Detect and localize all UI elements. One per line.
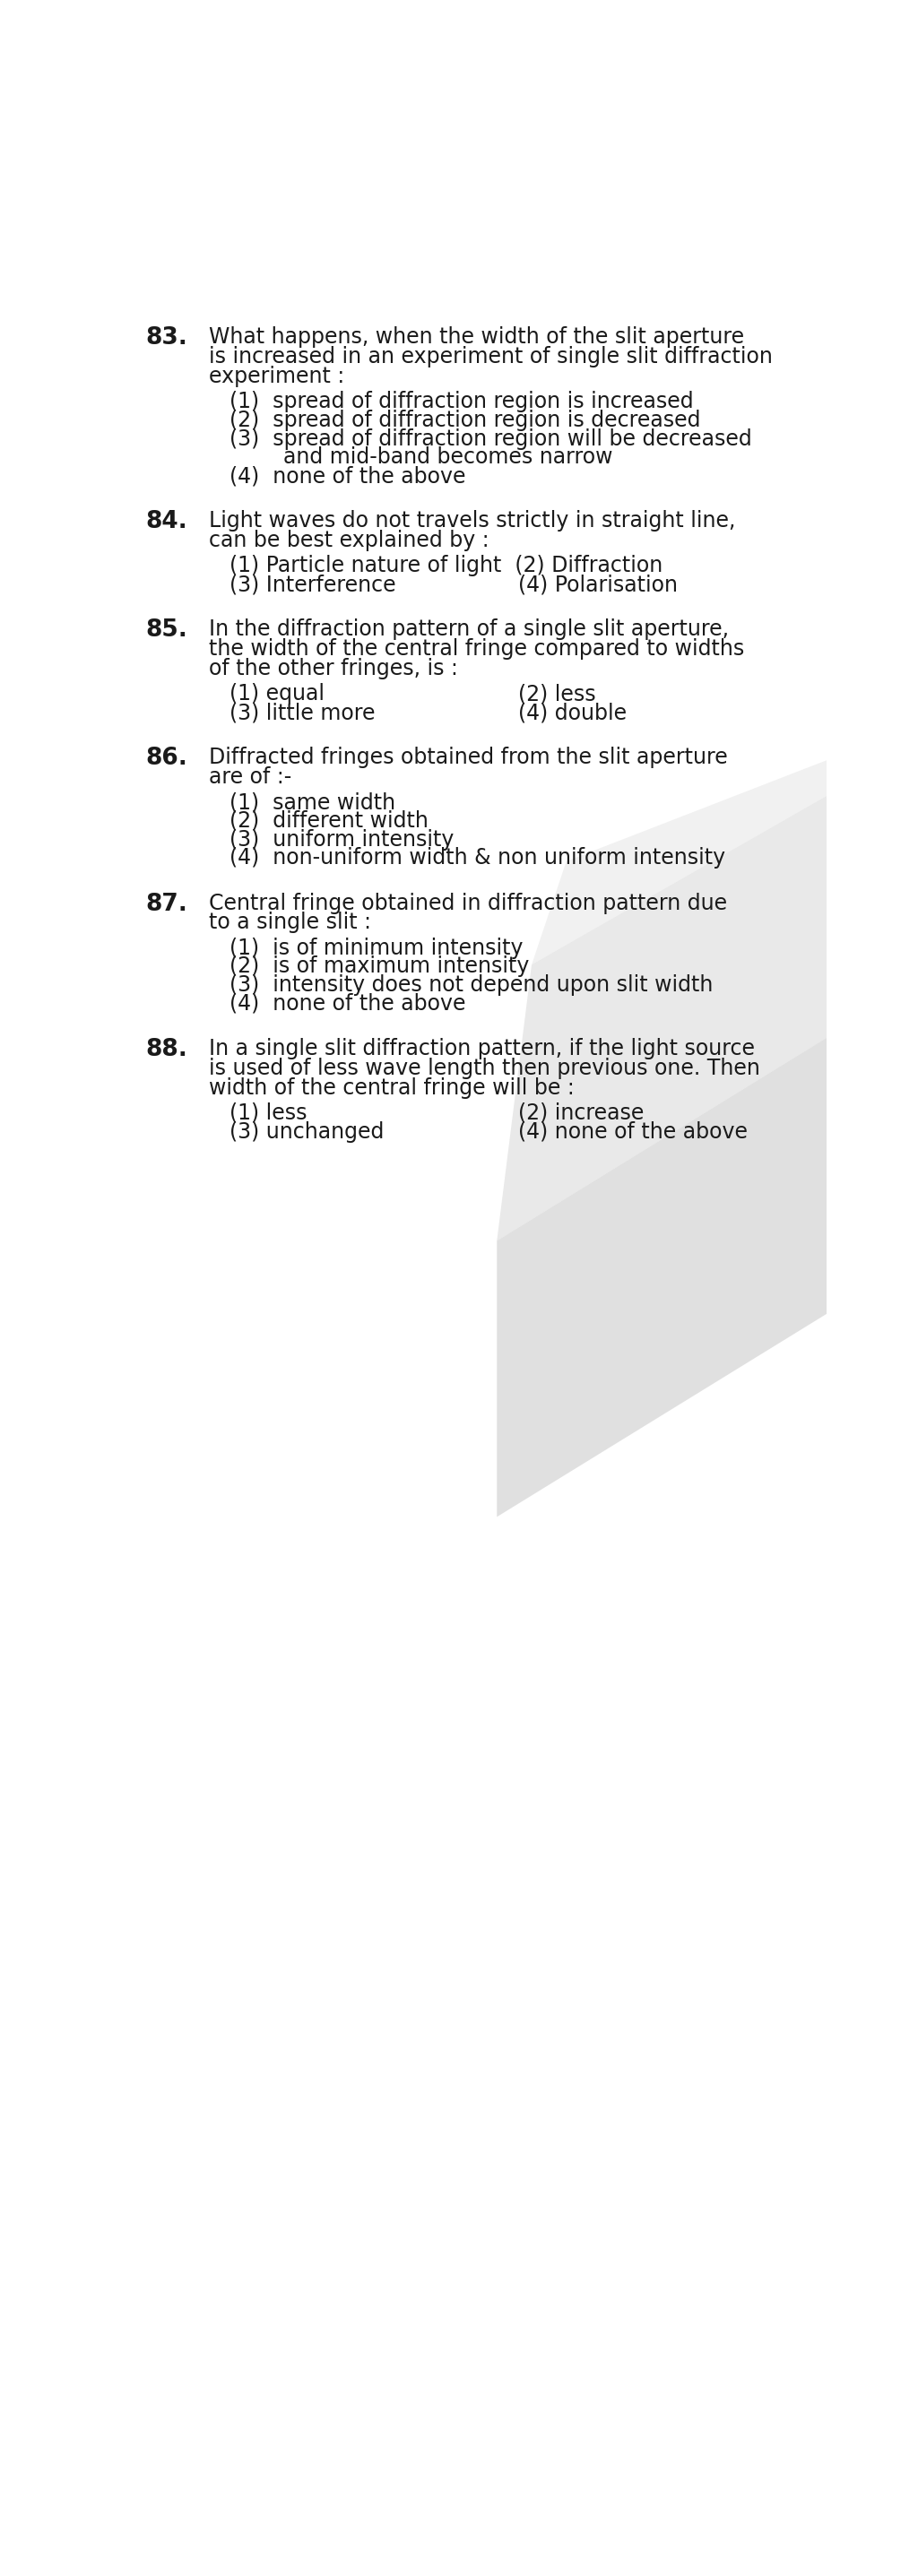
Text: (4)  none of the above: (4) none of the above bbox=[230, 466, 465, 487]
Text: is increased in an experiment of single slit diffraction: is increased in an experiment of single … bbox=[208, 345, 772, 368]
Text: (1) less: (1) less bbox=[230, 1103, 307, 1123]
Text: (4) none of the above: (4) none of the above bbox=[518, 1121, 747, 1144]
Text: is used of less wave length then previous one. Then: is used of less wave length then previou… bbox=[208, 1059, 760, 1079]
Text: Diffracted fringes obtained from the slit aperture: Diffracted fringes obtained from the sli… bbox=[208, 747, 727, 768]
Text: What happens, when the width of the slit aperture: What happens, when the width of the slit… bbox=[208, 327, 744, 348]
Text: (1)  same width: (1) same width bbox=[230, 791, 396, 814]
Text: 84.: 84. bbox=[146, 510, 188, 533]
Text: to a single slit :: to a single slit : bbox=[208, 912, 371, 933]
Text: (1) Particle nature of light  (2) Diffraction: (1) Particle nature of light (2) Diffrac… bbox=[230, 556, 663, 577]
Text: (3)  uniform intensity: (3) uniform intensity bbox=[230, 829, 453, 850]
Text: (2)  is of maximum intensity: (2) is of maximum intensity bbox=[230, 956, 529, 976]
Text: and mid-band becomes narrow: and mid-band becomes narrow bbox=[230, 446, 612, 469]
Polygon shape bbox=[497, 793, 834, 1242]
Text: (2)  spread of diffraction region is decreased: (2) spread of diffraction region is decr… bbox=[230, 410, 700, 430]
Text: (3) Interference: (3) Interference bbox=[230, 574, 396, 595]
Polygon shape bbox=[532, 757, 834, 966]
Text: can be best explained by :: can be best explained by : bbox=[208, 531, 488, 551]
Text: (3)  spread of diffraction region will be decreased: (3) spread of diffraction region will be… bbox=[230, 428, 752, 451]
Text: 88.: 88. bbox=[146, 1038, 188, 1061]
Text: are of :-: are of :- bbox=[208, 765, 291, 788]
Text: (4) double: (4) double bbox=[518, 701, 626, 724]
Text: of the other fringes, is :: of the other fringes, is : bbox=[208, 657, 458, 680]
Text: Central fringe obtained in diffraction pattern due: Central fringe obtained in diffraction p… bbox=[208, 891, 727, 914]
Text: (3) little more: (3) little more bbox=[230, 701, 375, 724]
Text: (1)  spread of diffraction region is increased: (1) spread of diffraction region is incr… bbox=[230, 392, 693, 412]
Text: 86.: 86. bbox=[146, 747, 188, 770]
Text: (4) Polarisation: (4) Polarisation bbox=[518, 574, 677, 595]
Text: Light waves do not travels strictly in straight line,: Light waves do not travels strictly in s… bbox=[208, 510, 735, 531]
Text: (4)  non-uniform width & non uniform intensity: (4) non-uniform width & non uniform inte… bbox=[230, 848, 725, 868]
Text: (2) increase: (2) increase bbox=[518, 1103, 644, 1123]
Text: (2)  different width: (2) different width bbox=[230, 811, 429, 832]
Text: experiment :: experiment : bbox=[208, 366, 344, 386]
Text: (4)  none of the above: (4) none of the above bbox=[230, 994, 465, 1015]
Text: 85.: 85. bbox=[146, 618, 188, 641]
Text: In a single slit diffraction pattern, if the light source: In a single slit diffraction pattern, if… bbox=[208, 1038, 755, 1059]
Text: the width of the central fringe compared to widths: the width of the central fringe compared… bbox=[208, 639, 744, 659]
Text: 87.: 87. bbox=[146, 891, 188, 914]
Polygon shape bbox=[497, 1033, 834, 1517]
Text: In the diffraction pattern of a single slit aperture,: In the diffraction pattern of a single s… bbox=[208, 618, 729, 641]
Text: (3) unchanged: (3) unchanged bbox=[230, 1121, 384, 1144]
Text: (1)  is of minimum intensity: (1) is of minimum intensity bbox=[230, 938, 523, 958]
Text: (1) equal: (1) equal bbox=[230, 683, 324, 706]
Text: 83.: 83. bbox=[146, 327, 188, 350]
Text: (2) less: (2) less bbox=[518, 683, 596, 706]
Text: (3)  intensity does not depend upon slit width: (3) intensity does not depend upon slit … bbox=[230, 974, 713, 997]
Text: width of the central fringe will be :: width of the central fringe will be : bbox=[208, 1077, 574, 1100]
